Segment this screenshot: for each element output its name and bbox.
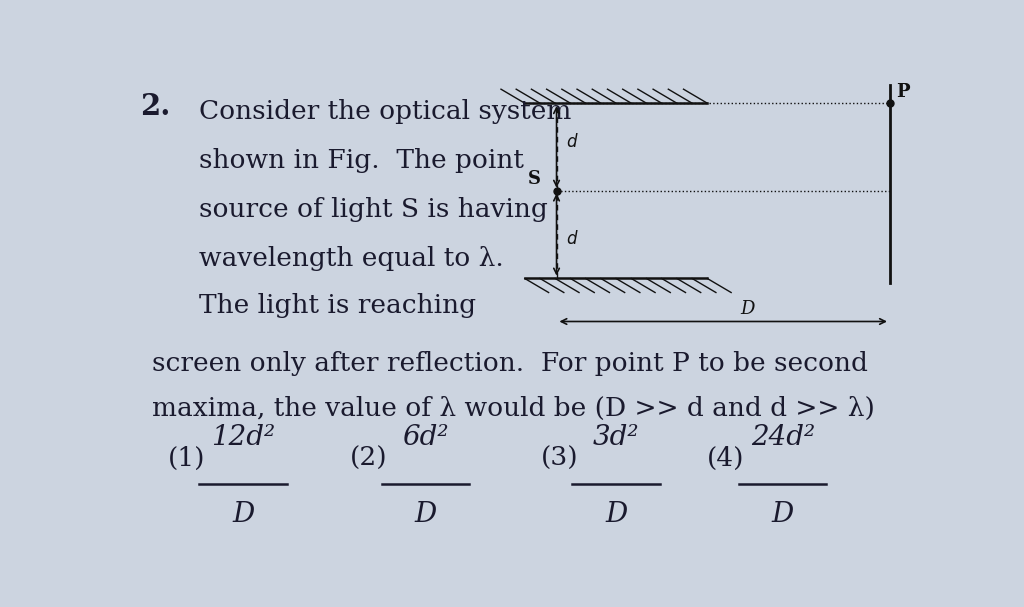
Text: D: D	[415, 501, 436, 527]
Text: Consider the optical system: Consider the optical system	[200, 98, 571, 124]
Text: 12d²: 12d²	[211, 424, 275, 451]
Text: 24d²: 24d²	[751, 424, 815, 451]
Text: D: D	[232, 501, 254, 527]
Text: shown in Fig.  The point: shown in Fig. The point	[200, 148, 524, 172]
Text: 2.: 2.	[140, 92, 170, 121]
Text: d: d	[566, 230, 577, 248]
Text: S: S	[527, 171, 541, 188]
Text: wavelength equal to λ.: wavelength equal to λ.	[200, 246, 504, 271]
Text: maxima, the value of λ would be (D >> d and d >> λ): maxima, the value of λ would be (D >> d …	[152, 396, 874, 421]
Text: (2): (2)	[350, 446, 388, 471]
Text: screen only after reflection.  For point P to be second: screen only after reflection. For point …	[152, 351, 867, 376]
Text: 6d²: 6d²	[402, 424, 449, 451]
Text: (1): (1)	[168, 446, 205, 471]
Text: d: d	[566, 134, 577, 151]
Text: The light is reaching: The light is reaching	[200, 293, 476, 317]
Text: D: D	[739, 300, 755, 317]
Text: 3d²: 3d²	[593, 424, 639, 451]
Text: D: D	[605, 501, 627, 527]
Text: D: D	[772, 501, 794, 527]
Text: source of light S is having: source of light S is having	[200, 197, 548, 222]
Text: P: P	[896, 83, 910, 101]
Text: (3): (3)	[541, 446, 579, 471]
Text: (4): (4)	[708, 446, 744, 471]
